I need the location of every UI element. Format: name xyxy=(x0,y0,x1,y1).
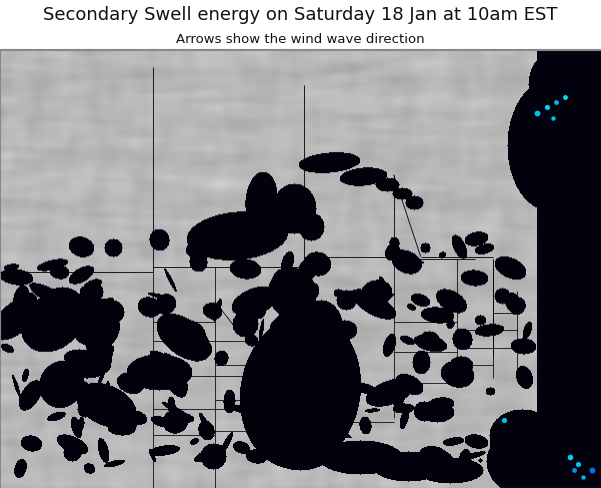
Point xyxy=(573,460,583,468)
Point xyxy=(565,453,575,461)
Point xyxy=(548,115,558,122)
Point xyxy=(560,94,570,102)
Point xyxy=(542,103,552,111)
Point xyxy=(499,416,508,424)
Point xyxy=(551,100,561,107)
Point xyxy=(569,467,579,474)
Text: Arrows show the wind wave direction: Arrows show the wind wave direction xyxy=(176,33,425,46)
Point xyxy=(532,110,542,118)
Text: Secondary Swell energy on Saturday 18 Jan at 10am EST: Secondary Swell energy on Saturday 18 Ja… xyxy=(43,6,558,24)
Point xyxy=(578,473,588,481)
Point xyxy=(587,467,597,474)
